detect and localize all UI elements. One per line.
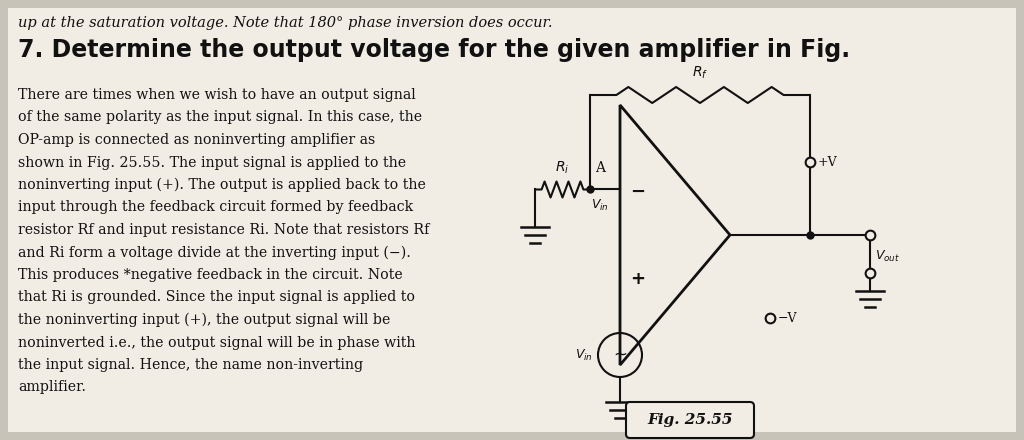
Text: −: − — [631, 183, 645, 201]
Text: noninverted i.e., the output signal will be in phase with: noninverted i.e., the output signal will… — [18, 335, 416, 349]
Text: the noninverting input (+), the output signal will be: the noninverting input (+), the output s… — [18, 313, 390, 327]
Text: noninverting input (+). The output is applied back to the: noninverting input (+). The output is ap… — [18, 178, 426, 192]
Text: $R_f$: $R_f$ — [692, 65, 709, 81]
Text: and Ri form a voltage divide at the inverting input (−).: and Ri form a voltage divide at the inve… — [18, 246, 411, 260]
Text: shown in Fig. 25.55. The input signal is applied to the: shown in Fig. 25.55. The input signal is… — [18, 155, 407, 169]
FancyBboxPatch shape — [8, 8, 1016, 432]
Text: input through the feedback circuit formed by feedback: input through the feedback circuit forme… — [18, 201, 413, 214]
Text: +V: +V — [818, 155, 838, 169]
Text: $V_{in}$: $V_{in}$ — [591, 198, 609, 213]
Text: that Ri is grounded. Since the input signal is applied to: that Ri is grounded. Since the input sig… — [18, 290, 415, 304]
Text: OP-amp is connected as noninverting amplifier as: OP-amp is connected as noninverting ampl… — [18, 133, 375, 147]
Text: 7. Determine the output voltage for the given amplifier in Fig.: 7. Determine the output voltage for the … — [18, 38, 850, 62]
Text: resistor Rf and input resistance Ri. Note that resistors Rf: resistor Rf and input resistance Ri. Not… — [18, 223, 429, 237]
Text: $V_{in}$: $V_{in}$ — [575, 348, 593, 363]
Text: up at the saturation voltage. Note that 180° phase inversion does occur.: up at the saturation voltage. Note that … — [18, 16, 553, 30]
FancyBboxPatch shape — [626, 402, 754, 438]
Text: ~: ~ — [613, 346, 627, 364]
Text: amplifier.: amplifier. — [18, 381, 86, 395]
Text: There are times when we wish to have an output signal: There are times when we wish to have an … — [18, 88, 416, 102]
Text: This produces *negative feedback in the circuit. Note: This produces *negative feedback in the … — [18, 268, 402, 282]
Text: of the same polarity as the input signal. In this case, the: of the same polarity as the input signal… — [18, 110, 422, 125]
Text: $R_i$: $R_i$ — [555, 159, 569, 176]
Text: Fig. 25.55: Fig. 25.55 — [647, 413, 733, 427]
Text: the input signal. Hence, the name non-inverting: the input signal. Hence, the name non-in… — [18, 358, 364, 372]
Text: +: + — [631, 269, 645, 287]
Text: A: A — [595, 161, 605, 176]
Text: $V_{out}$: $V_{out}$ — [874, 249, 900, 264]
Text: −V: −V — [778, 312, 798, 324]
